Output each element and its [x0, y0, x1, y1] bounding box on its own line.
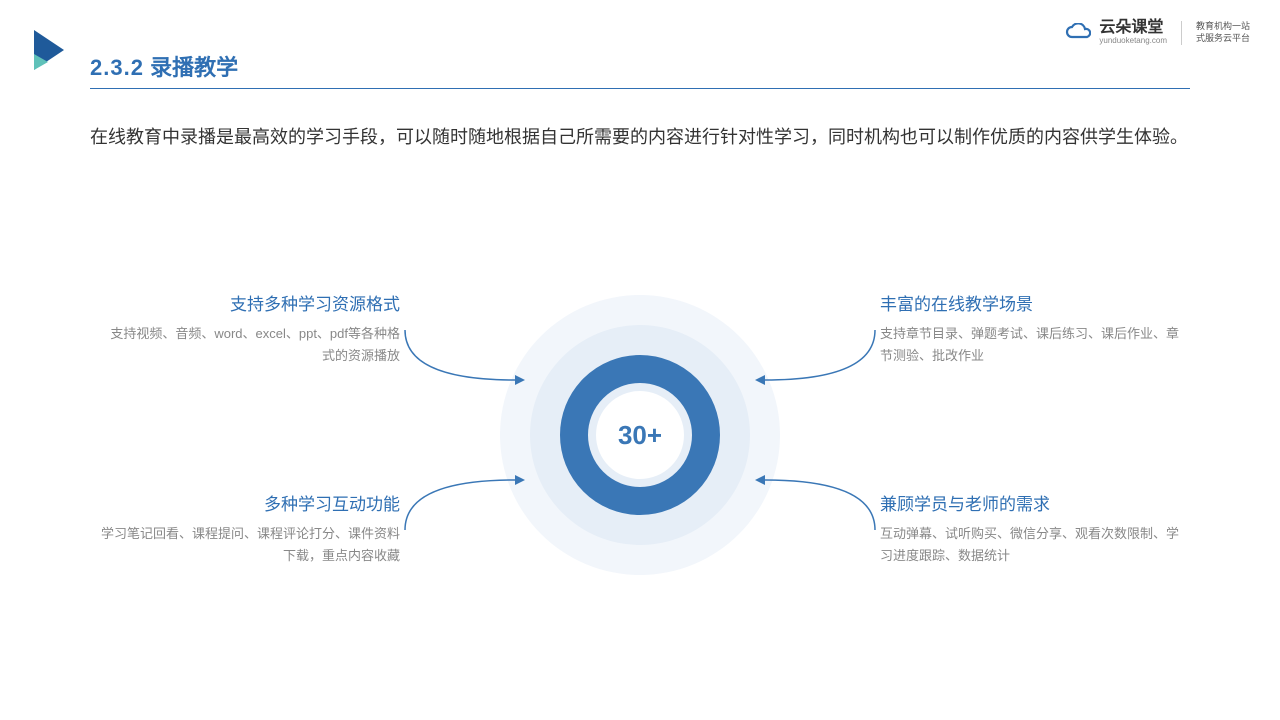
section-title-text: 录播教学 [150, 55, 238, 80]
corner-play-icon [30, 30, 70, 70]
center-value: 30+ [596, 391, 684, 479]
section-title: 2.3.2 录播教学 [90, 50, 1190, 82]
logo-divider [1181, 21, 1182, 45]
logo-text: 云朵课堂 yunduoketang.com [1099, 20, 1167, 45]
center-graphic: 30+ [500, 295, 780, 575]
callout-title: 支持多种学习资源格式 [100, 290, 400, 315]
callout-bottom-right: 兼顾学员与老师的需求 互动弹幕、试听购买、微信分享、观看次数限制、学习进度跟踪、… [880, 490, 1180, 567]
logo-tagline-2: 式服务云平台 [1196, 33, 1250, 45]
callout-desc: 支持章节目录、弹题考试、课后练习、课后作业、章节测验、批改作业 [880, 323, 1180, 367]
callout-desc: 互动弹幕、试听购买、微信分享、观看次数限制、学习进度跟踪、数据统计 [880, 523, 1180, 567]
callout-title: 多种学习互动功能 [100, 490, 400, 515]
cloud-icon [1065, 23, 1091, 43]
logo-block: 云朵课堂 yunduoketang.com 教育机构一站 式服务云平台 [1065, 20, 1250, 45]
logo-brand: 云朵课堂 [1099, 20, 1167, 37]
callout-top-left: 支持多种学习资源格式 支持视频、音频、word、excel、ppt、pdf等各种… [100, 290, 400, 367]
callout-title: 兼顾学员与老师的需求 [880, 490, 1180, 515]
callout-desc: 学习笔记回看、课程提问、课程评论打分、课件资料下载，重点内容收藏 [100, 523, 400, 567]
callout-desc: 支持视频、音频、word、excel、ppt、pdf等各种格式的资源播放 [100, 323, 400, 367]
intro-paragraph: 在线教育中录播是最高效的学习手段，可以随时随地根据自己所需要的内容进行针对性学习… [90, 120, 1190, 154]
header: 2.3.2 录播教学 [90, 50, 1190, 89]
logo-tagline: 教育机构一站 式服务云平台 [1196, 21, 1250, 44]
header-rule [90, 88, 1190, 89]
callout-title: 丰富的在线教学场景 [880, 290, 1180, 315]
logo-url: yunduoketang.com [1099, 37, 1167, 45]
callout-top-right: 丰富的在线教学场景 支持章节目录、弹题考试、课后练习、课后作业、章节测验、批改作… [880, 290, 1180, 367]
logo-tagline-1: 教育机构一站 [1196, 21, 1250, 33]
section-number: 2.3.2 [90, 55, 144, 80]
slide: 2.3.2 录播教学 云朵课堂 yunduoketang.com 教育机构一站 … [0, 0, 1280, 720]
callout-bottom-left: 多种学习互动功能 学习笔记回看、课程提问、课程评论打分、课件资料下载，重点内容收… [100, 490, 400, 567]
